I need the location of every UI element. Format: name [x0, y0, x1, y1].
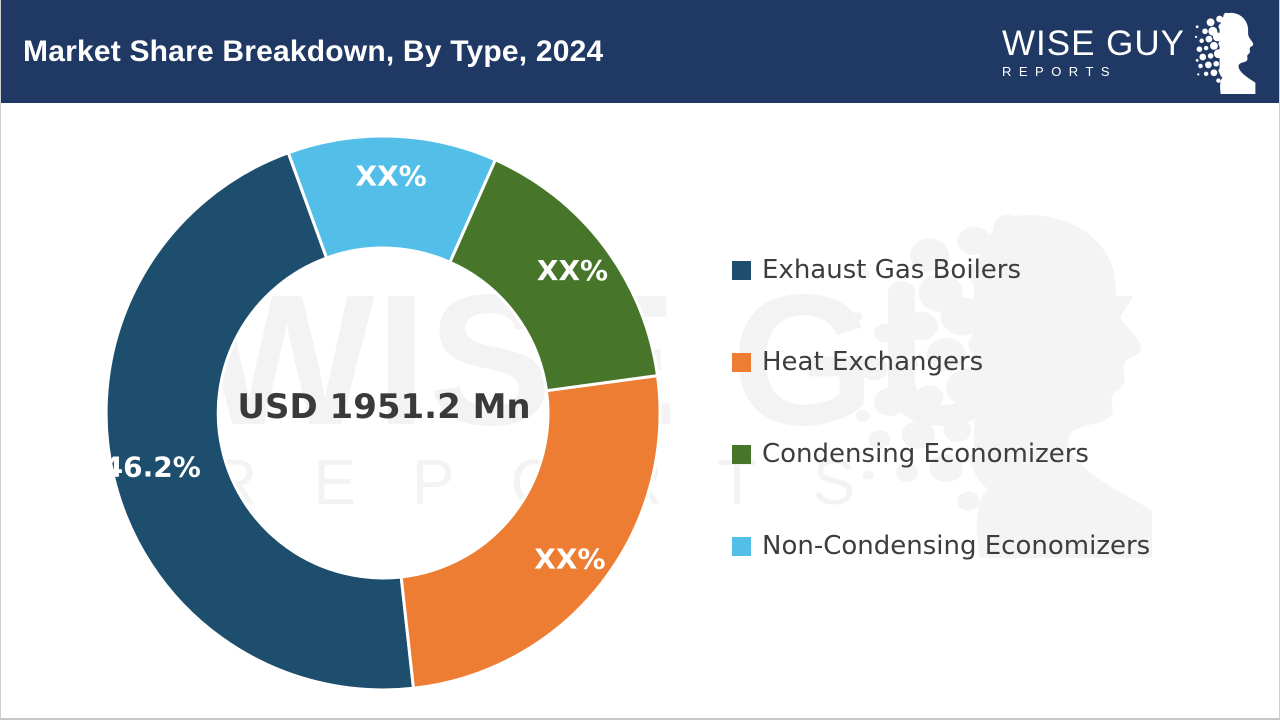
brand-tagline: REPORTS	[1001, 63, 1118, 79]
legend-swatch	[732, 352, 751, 372]
donut-slice	[448, 158, 659, 393]
donut-chart: 46.2% XX% XX% XX%	[104, 134, 662, 692]
donut-slice	[286, 134, 497, 264]
legend-item: Heat Exchangers	[732, 347, 1150, 377]
brand-logo: WISE GUY REPORTS	[1002, 10, 1259, 94]
legend-item: Condensing Economizers	[732, 439, 1150, 469]
legend-item: Non-Condensing Economizers	[732, 531, 1151, 561]
brand-name: WISE GUY	[1001, 23, 1185, 63]
slice-label: XX%	[534, 542, 605, 575]
legend-swatch	[732, 536, 751, 556]
donut-slice	[104, 151, 415, 692]
legend-label: Exhaust Gas Boilers	[762, 255, 1022, 285]
chart-legend: Exhaust Gas Boilers Heat Exchangers Cond…	[732, 255, 1151, 561]
donut-slice	[399, 374, 662, 690]
legend-label: Condensing Economizers	[762, 439, 1089, 469]
legend-swatch	[732, 444, 751, 464]
header-bar: Market Share Breakdown, By Type, 2024 WI…	[1, 0, 1279, 103]
chart-center-value: USD 1951.2 Mn	[237, 387, 531, 427]
slice-label: XX%	[537, 254, 608, 287]
page-title: Market Share Breakdown, By Type, 2024	[23, 34, 604, 68]
legend-item: Exhaust Gas Boilers	[732, 255, 1150, 285]
legend-label: Non-Condensing Economizers	[762, 531, 1151, 561]
brand-face-icon	[1194, 12, 1256, 94]
slice-label: 46.2%	[104, 451, 201, 484]
legend-label: Heat Exchangers	[762, 347, 984, 377]
legend-swatch	[732, 260, 751, 280]
slice-label: XX%	[355, 160, 426, 193]
